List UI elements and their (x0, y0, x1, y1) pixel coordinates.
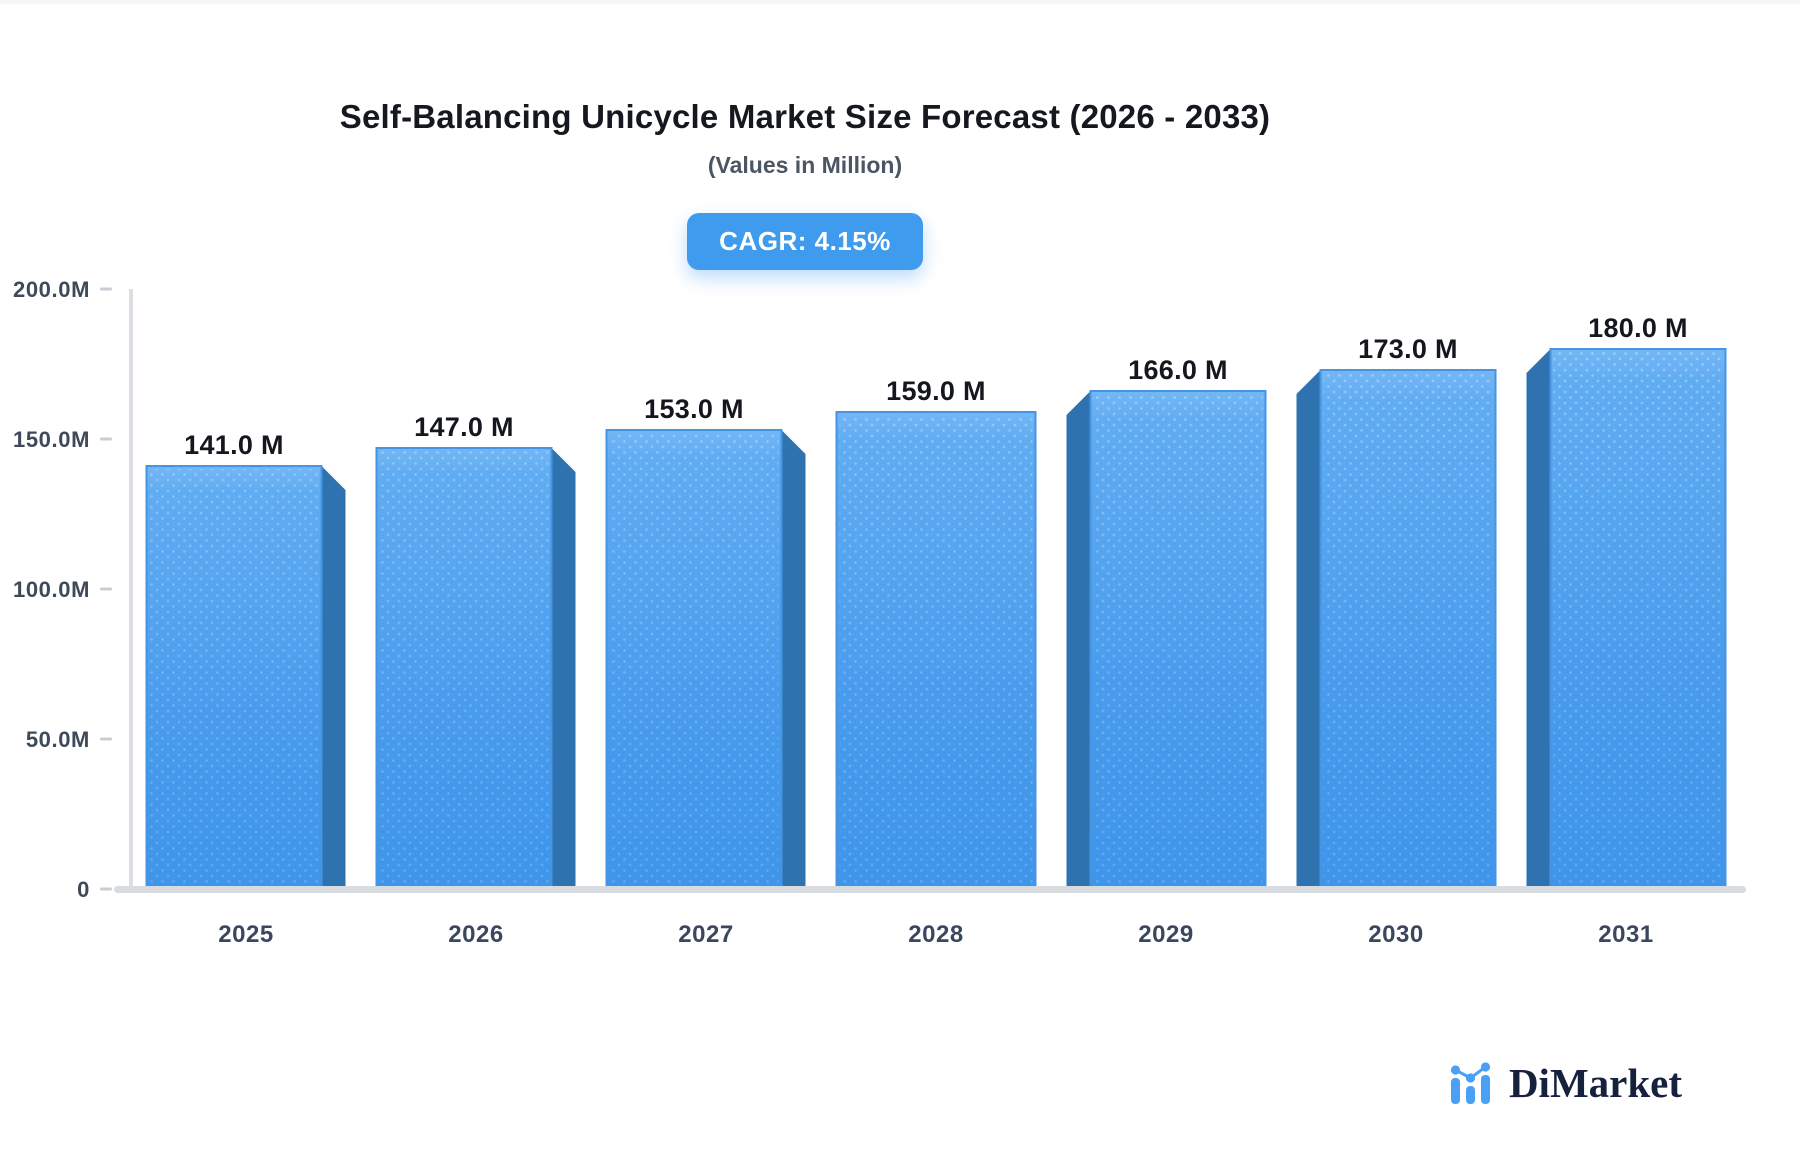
y-axis-tick-label: 100.0M (13, 577, 90, 602)
x-axis-label: 2026 (448, 921, 503, 948)
chart-svg: 0 50.0M 100.0M 150.0M 200.0M 141.0 M 2025 147.0… (13, 277, 1746, 948)
x-axis-label: 2025 (218, 921, 273, 948)
bar-value-label: 147.0 M (414, 412, 514, 442)
bar-value-label: 141.0 M (184, 430, 284, 460)
x-axis-label: 2031 (1598, 921, 1653, 948)
bar-2029[interactable]: 166.0 M (1066, 355, 1267, 890)
y-axis-tick (100, 737, 112, 741)
bar-side-face (781, 430, 806, 889)
bar-texture (1093, 394, 1263, 886)
y-axis-tick-label: 0 (77, 877, 90, 902)
cagr-badge: CAGR: 4.15% (687, 213, 923, 270)
bar-2025[interactable]: 141.0 M (145, 430, 346, 890)
y-axis-tick (100, 437, 112, 441)
chart-header: Self-Balancing Unicycle Market Size Fore… (0, 4, 1610, 270)
bar-value-label: 173.0 M (1358, 334, 1458, 364)
bar-texture (839, 415, 1033, 886)
x-axis-label: 2029 (1138, 921, 1193, 948)
bar-value-label: 153.0 M (644, 394, 744, 424)
bar-2026[interactable]: 147.0 M (375, 412, 576, 890)
bar-value-label: 180.0 M (1588, 313, 1688, 343)
y-axis-tick (100, 887, 112, 891)
y-axis-tick (100, 287, 112, 291)
bar-texture (379, 451, 549, 886)
bar-texture (1553, 352, 1723, 886)
bar-side-face (1296, 370, 1321, 889)
bar-2028[interactable]: 159.0 M (835, 376, 1037, 890)
bar-side-face (1066, 391, 1091, 889)
bar-side-face (321, 466, 346, 889)
y-axis-tick (100, 587, 112, 591)
logo: DiMarket (1450, 1062, 1682, 1104)
bar-texture (1323, 373, 1493, 886)
chart-title: Self-Balancing Unicycle Market Size Fore… (339, 98, 1271, 135)
y-axis-tick-label: 200.0M (13, 277, 90, 302)
x-axis-label: 2028 (908, 921, 963, 948)
bar-2027[interactable]: 153.0 M (605, 394, 806, 890)
bar-line-chart-icon (1450, 1062, 1491, 1104)
bar-2031[interactable]: 180.0 M (1526, 313, 1727, 890)
bar-side-face (1526, 349, 1551, 889)
x-axis-label: 2027 (678, 921, 733, 948)
x-axis-label: 2030 (1368, 921, 1423, 948)
x-axis-line (114, 886, 1746, 893)
bar-2030[interactable]: 173.0 M (1296, 334, 1497, 890)
y-axis-tick-label: 50.0M (26, 727, 90, 752)
bar-texture (609, 433, 779, 886)
y-axis-tick-label: 150.0M (13, 427, 90, 452)
bar-texture (149, 469, 319, 886)
bar-side-face (551, 448, 576, 889)
y-axis-line (129, 289, 133, 889)
logo-text: DiMarket (1508, 1060, 1682, 1106)
bar-value-label: 159.0 M (886, 376, 986, 406)
chart-subtitle: (Values in Million) (707, 152, 903, 178)
bar-value-label: 166.0 M (1128, 355, 1228, 385)
